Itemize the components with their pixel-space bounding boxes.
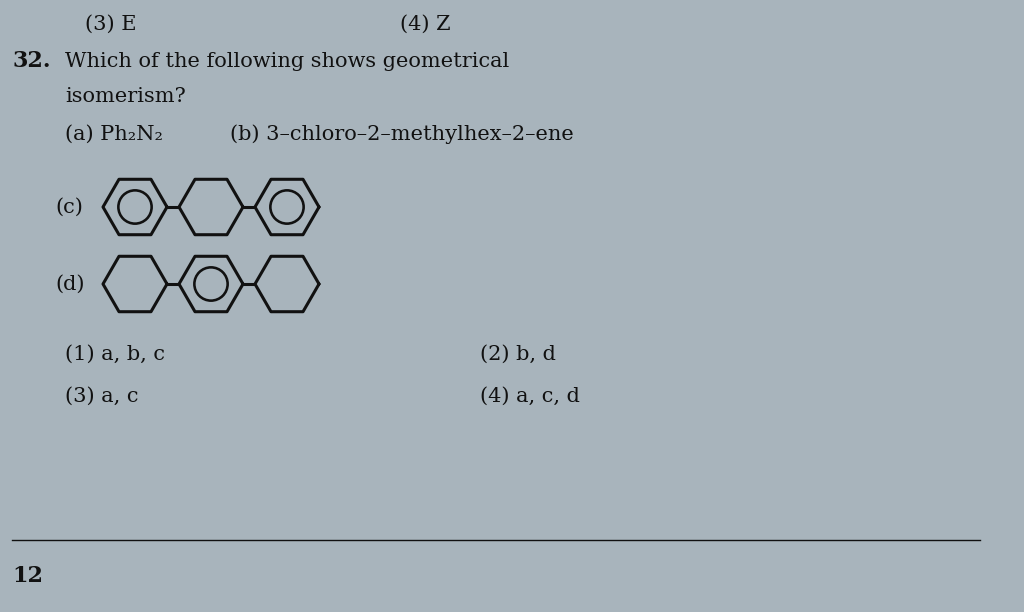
Text: (4) a, c, d: (4) a, c, d <box>480 387 580 406</box>
Text: Which of the following shows geometrical: Which of the following shows geometrical <box>65 52 509 71</box>
Polygon shape <box>103 179 167 235</box>
Text: (2) b, d: (2) b, d <box>480 345 556 364</box>
Text: (c): (c) <box>55 198 83 217</box>
Polygon shape <box>255 256 319 312</box>
Text: 12: 12 <box>12 565 43 587</box>
Text: 32.: 32. <box>12 50 50 72</box>
Polygon shape <box>255 179 319 235</box>
Text: (d): (d) <box>55 275 85 294</box>
Text: (a) Ph₂N₂: (a) Ph₂N₂ <box>65 125 163 144</box>
Polygon shape <box>103 256 167 312</box>
Polygon shape <box>179 256 243 312</box>
Text: (3) a, c: (3) a, c <box>65 387 138 406</box>
Text: (4) Z: (4) Z <box>400 15 451 34</box>
Text: (b) 3–chloro–2–methylhex–2–ene: (b) 3–chloro–2–methylhex–2–ene <box>230 124 573 144</box>
Text: (3) E: (3) E <box>85 15 136 34</box>
Text: isomerism?: isomerism? <box>65 87 185 106</box>
Text: (1) a, b, c: (1) a, b, c <box>65 345 165 364</box>
Polygon shape <box>179 179 243 235</box>
